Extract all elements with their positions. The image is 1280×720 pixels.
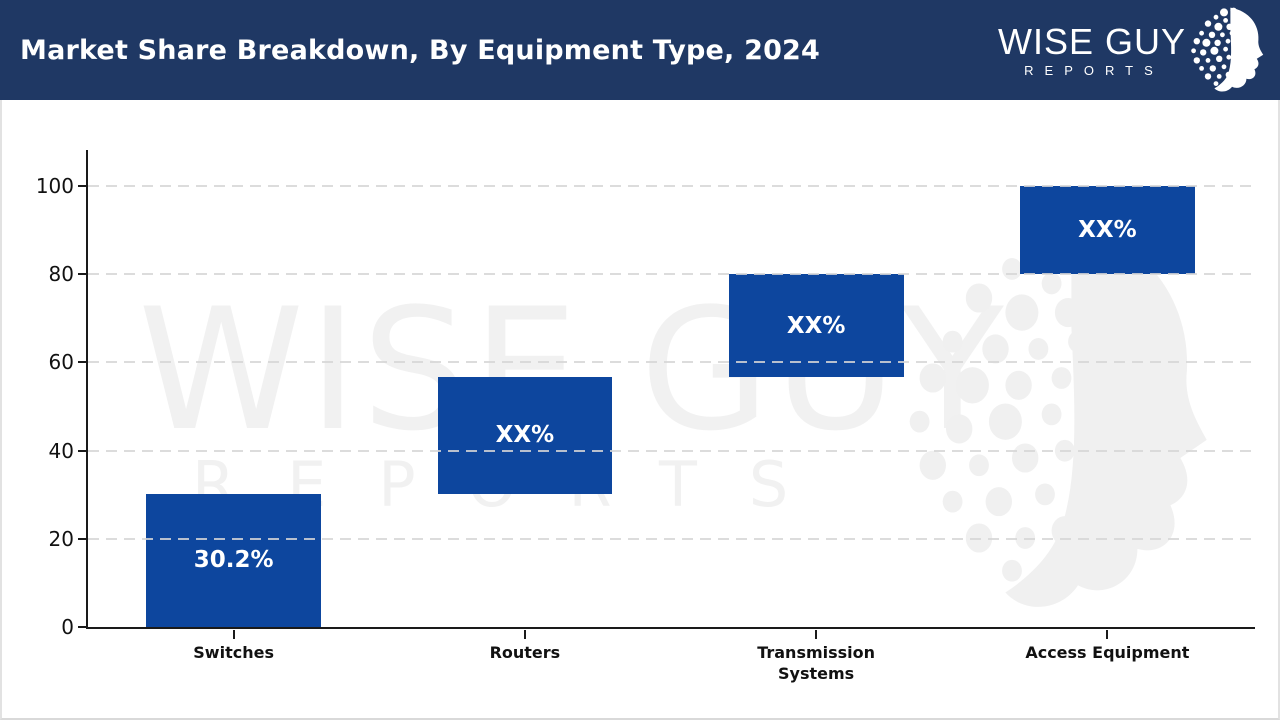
watermark-dotted-head-icon	[909, 225, 1207, 607]
x-axis	[86, 627, 1255, 629]
y-tick-mark-40	[78, 449, 86, 452]
y-tick-label-60: 60	[48, 350, 74, 375]
gridline-100	[88, 185, 1253, 187]
gridline-60	[88, 361, 1253, 364]
brand-logo: WISE GUY REPORTS	[998, 6, 1280, 94]
x-tick-mark-switches	[232, 630, 235, 639]
bar-access-equipment	[1020, 186, 1195, 275]
bar-value-label-switches: 30.2%	[193, 547, 274, 574]
y-tick-mark-100	[78, 185, 86, 187]
brand-name: WISE GUY	[997, 20, 1186, 62]
bar-routers	[437, 376, 613, 494]
y-tick-label-0: 0	[61, 615, 74, 639]
gridline-20	[88, 537, 1253, 540]
brand-subtext: REPORTS	[1024, 62, 1164, 78]
y-tick-mark-20	[78, 537, 86, 540]
y-tick-label-100: 100	[35, 174, 74, 198]
bar-value-label-access-equipment: XX%	[1078, 217, 1137, 244]
y-tick-label-20: 20	[48, 526, 74, 551]
x-tick-mark-routers	[523, 630, 526, 639]
gridline-40	[88, 449, 1253, 452]
y-tick-mark-0	[78, 626, 86, 628]
x-tick-mark-transmission-systems	[815, 630, 818, 639]
dotted-head-icon	[1191, 7, 1264, 92]
bar-switches	[146, 493, 321, 627]
x-category-label-access-equipment: Access Equipment	[1025, 643, 1190, 662]
y-tick-mark-80	[78, 273, 86, 276]
brand-wordmark: WISE GUY REPORTS	[997, 20, 1186, 78]
x-category-label-routers: Routers	[489, 643, 561, 662]
y-tick-mark-60	[78, 361, 86, 364]
bar-value-label-transmission-systems: XX%	[786, 312, 846, 339]
y-axis	[86, 150, 88, 629]
x-category-label-switches: Switches	[193, 643, 274, 662]
bar-transmission-systems	[728, 274, 904, 377]
gridline-80	[88, 273, 1253, 276]
x-tick-mark-access-equipment	[1106, 630, 1109, 639]
header: Market Share Breakdown, By Equipment Typ…	[0, 0, 1280, 100]
bar-value-label-routers: XX%	[495, 422, 555, 449]
page-title: Market Share Breakdown, By Equipment Typ…	[20, 34, 821, 66]
y-tick-label-40: 40	[48, 438, 74, 463]
y-tick-label-80: 80	[48, 262, 74, 287]
x-category-label-transmission-systems: Transmission Systems	[757, 643, 876, 683]
